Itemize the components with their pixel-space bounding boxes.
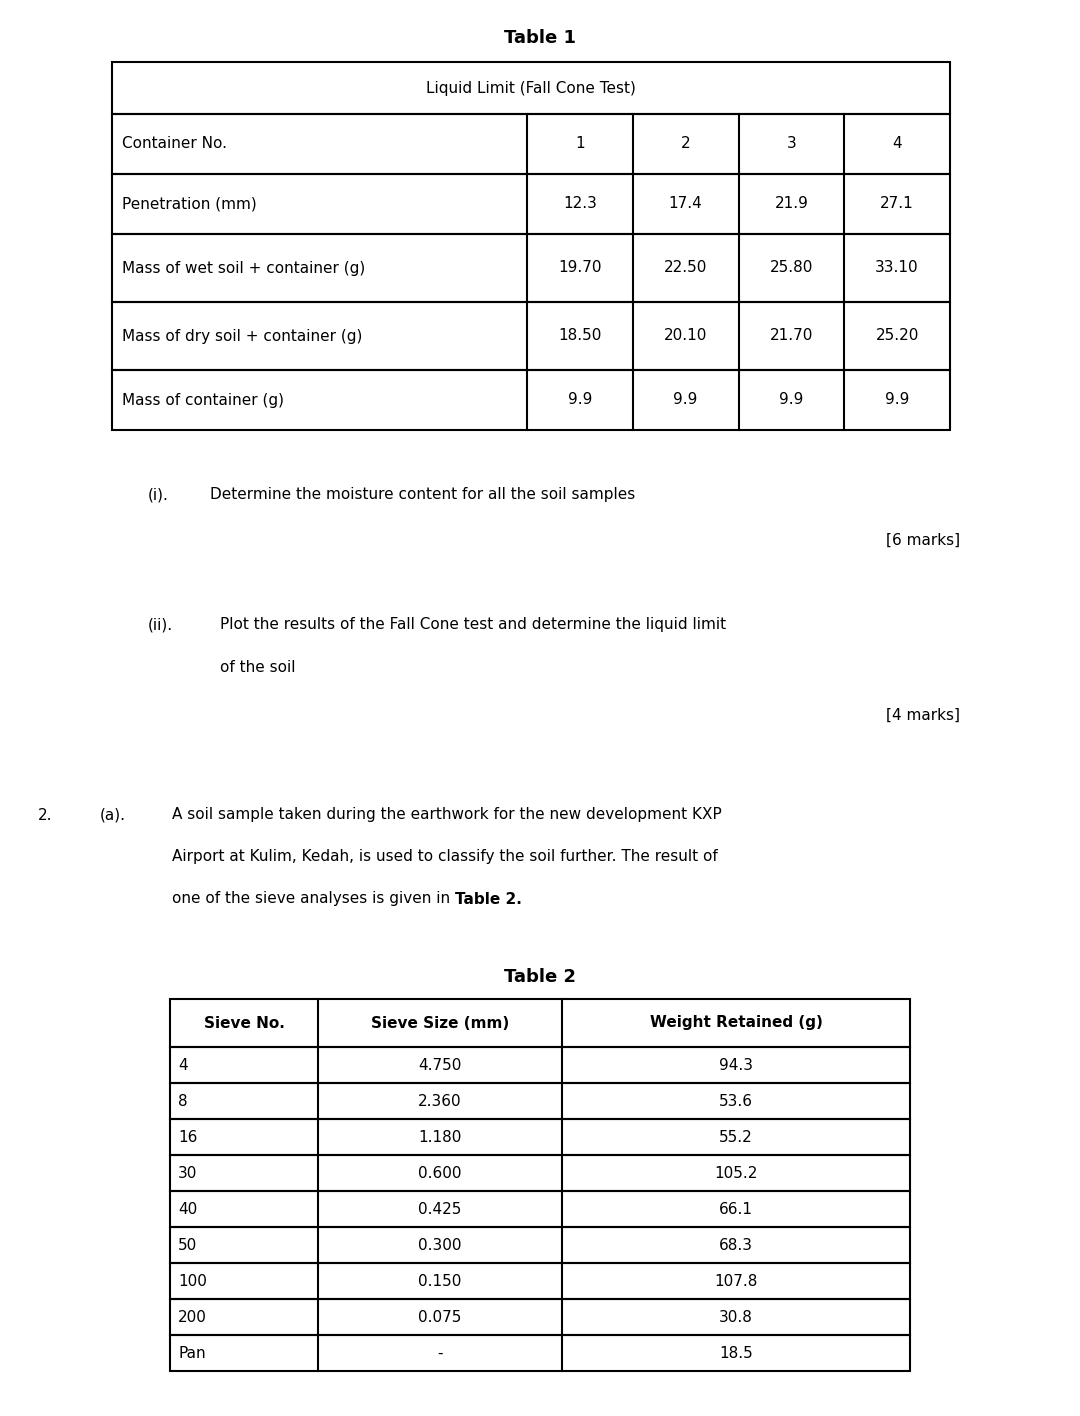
Text: 94.3: 94.3 bbox=[719, 1058, 753, 1072]
Text: 2.: 2. bbox=[38, 807, 53, 823]
Text: 21.9: 21.9 bbox=[774, 197, 808, 211]
Text: 2: 2 bbox=[680, 136, 690, 152]
Text: 20.10: 20.10 bbox=[664, 329, 707, 344]
Text: [6 marks]: [6 marks] bbox=[886, 532, 960, 548]
Text: 18.50: 18.50 bbox=[558, 329, 602, 344]
Text: 0.300: 0.300 bbox=[418, 1238, 462, 1253]
Bar bbox=[170, 1263, 910, 1298]
Text: 0.425: 0.425 bbox=[418, 1202, 462, 1216]
Bar bbox=[170, 1228, 910, 1263]
Bar bbox=[112, 174, 950, 234]
Text: Table 2.: Table 2. bbox=[455, 892, 522, 906]
Text: Container No.: Container No. bbox=[122, 136, 227, 152]
Text: 4: 4 bbox=[892, 136, 902, 152]
Bar bbox=[170, 1000, 910, 1046]
Text: 200: 200 bbox=[178, 1310, 207, 1324]
Text: 66.1: 66.1 bbox=[719, 1202, 753, 1216]
Bar bbox=[112, 302, 950, 370]
Text: 107.8: 107.8 bbox=[714, 1273, 758, 1289]
Bar bbox=[112, 62, 950, 115]
Text: 1.180: 1.180 bbox=[418, 1130, 462, 1144]
Text: Liquid Limit (Fall Cone Test): Liquid Limit (Fall Cone Test) bbox=[427, 81, 636, 95]
Text: 25.80: 25.80 bbox=[770, 261, 813, 276]
Text: 0.600: 0.600 bbox=[418, 1165, 462, 1181]
Text: 8: 8 bbox=[178, 1093, 188, 1109]
Text: [4 marks]: [4 marks] bbox=[886, 708, 960, 722]
Text: (a).: (a). bbox=[100, 807, 126, 823]
Text: Weight Retained (g): Weight Retained (g) bbox=[650, 1015, 823, 1031]
Text: 9.9: 9.9 bbox=[568, 392, 592, 408]
Text: 68.3: 68.3 bbox=[719, 1238, 753, 1253]
Text: 9.9: 9.9 bbox=[885, 392, 909, 408]
Text: Pan: Pan bbox=[178, 1345, 205, 1361]
Text: of the soil: of the soil bbox=[220, 660, 296, 674]
Text: 12.3: 12.3 bbox=[563, 197, 597, 211]
Text: Sieve No.: Sieve No. bbox=[203, 1015, 284, 1031]
Text: 53.6: 53.6 bbox=[719, 1093, 753, 1109]
Text: Mass of container (g): Mass of container (g) bbox=[122, 392, 284, 408]
Text: 0.075: 0.075 bbox=[418, 1310, 462, 1324]
Text: 55.2: 55.2 bbox=[719, 1130, 753, 1144]
Text: Plot the results of the Fall Cone test and determine the liquid limit: Plot the results of the Fall Cone test a… bbox=[220, 617, 726, 633]
Text: 1: 1 bbox=[575, 136, 584, 152]
Text: 4.750: 4.750 bbox=[418, 1058, 462, 1072]
Bar bbox=[170, 1191, 910, 1228]
Text: Sieve Size (mm): Sieve Size (mm) bbox=[370, 1015, 510, 1031]
Text: (ii).: (ii). bbox=[148, 617, 173, 633]
Text: 17.4: 17.4 bbox=[669, 197, 702, 211]
Bar bbox=[170, 1335, 910, 1371]
Bar bbox=[112, 370, 950, 430]
Text: 9.9: 9.9 bbox=[674, 392, 698, 408]
Text: Mass of dry soil + container (g): Mass of dry soil + container (g) bbox=[122, 329, 363, 344]
Text: 19.70: 19.70 bbox=[558, 261, 602, 276]
Text: Table 2: Table 2 bbox=[504, 969, 576, 986]
Bar bbox=[112, 234, 950, 302]
Text: 27.1: 27.1 bbox=[880, 197, 914, 211]
Text: 22.50: 22.50 bbox=[664, 261, 707, 276]
Text: 2.360: 2.360 bbox=[418, 1093, 462, 1109]
Text: 18.5: 18.5 bbox=[719, 1345, 753, 1361]
Text: 16: 16 bbox=[178, 1130, 198, 1144]
Text: 100: 100 bbox=[178, 1273, 207, 1289]
Bar bbox=[112, 115, 950, 174]
Text: 9.9: 9.9 bbox=[779, 392, 804, 408]
Text: 3: 3 bbox=[786, 136, 796, 152]
Text: 105.2: 105.2 bbox=[714, 1165, 758, 1181]
Bar bbox=[170, 1119, 910, 1155]
Bar bbox=[170, 1155, 910, 1191]
Text: 25.20: 25.20 bbox=[876, 329, 919, 344]
Text: (i).: (i). bbox=[148, 487, 168, 503]
Text: 0.150: 0.150 bbox=[418, 1273, 462, 1289]
Text: 50: 50 bbox=[178, 1238, 198, 1253]
Bar bbox=[170, 1046, 910, 1083]
Bar bbox=[170, 1083, 910, 1119]
Text: Table 1: Table 1 bbox=[504, 28, 576, 47]
Text: 30: 30 bbox=[178, 1165, 198, 1181]
Text: A soil sample taken during the earthwork for the new development KXP: A soil sample taken during the earthwork… bbox=[172, 807, 721, 823]
Text: 4: 4 bbox=[178, 1058, 188, 1072]
Bar bbox=[170, 1298, 910, 1335]
Text: Penetration (mm): Penetration (mm) bbox=[122, 197, 257, 211]
Text: Airport at Kulim, Kedah, is used to classify the soil further. The result of: Airport at Kulim, Kedah, is used to clas… bbox=[172, 850, 718, 865]
Text: 40: 40 bbox=[178, 1202, 198, 1216]
Text: -: - bbox=[437, 1345, 443, 1361]
Text: 21.70: 21.70 bbox=[770, 329, 813, 344]
Text: 30.8: 30.8 bbox=[719, 1310, 753, 1324]
Text: 33.10: 33.10 bbox=[875, 261, 919, 276]
Text: Determine the moisture content for all the soil samples: Determine the moisture content for all t… bbox=[210, 487, 635, 503]
Text: Mass of wet soil + container (g): Mass of wet soil + container (g) bbox=[122, 261, 365, 276]
Text: one of the sieve analyses is given in: one of the sieve analyses is given in bbox=[172, 892, 455, 906]
